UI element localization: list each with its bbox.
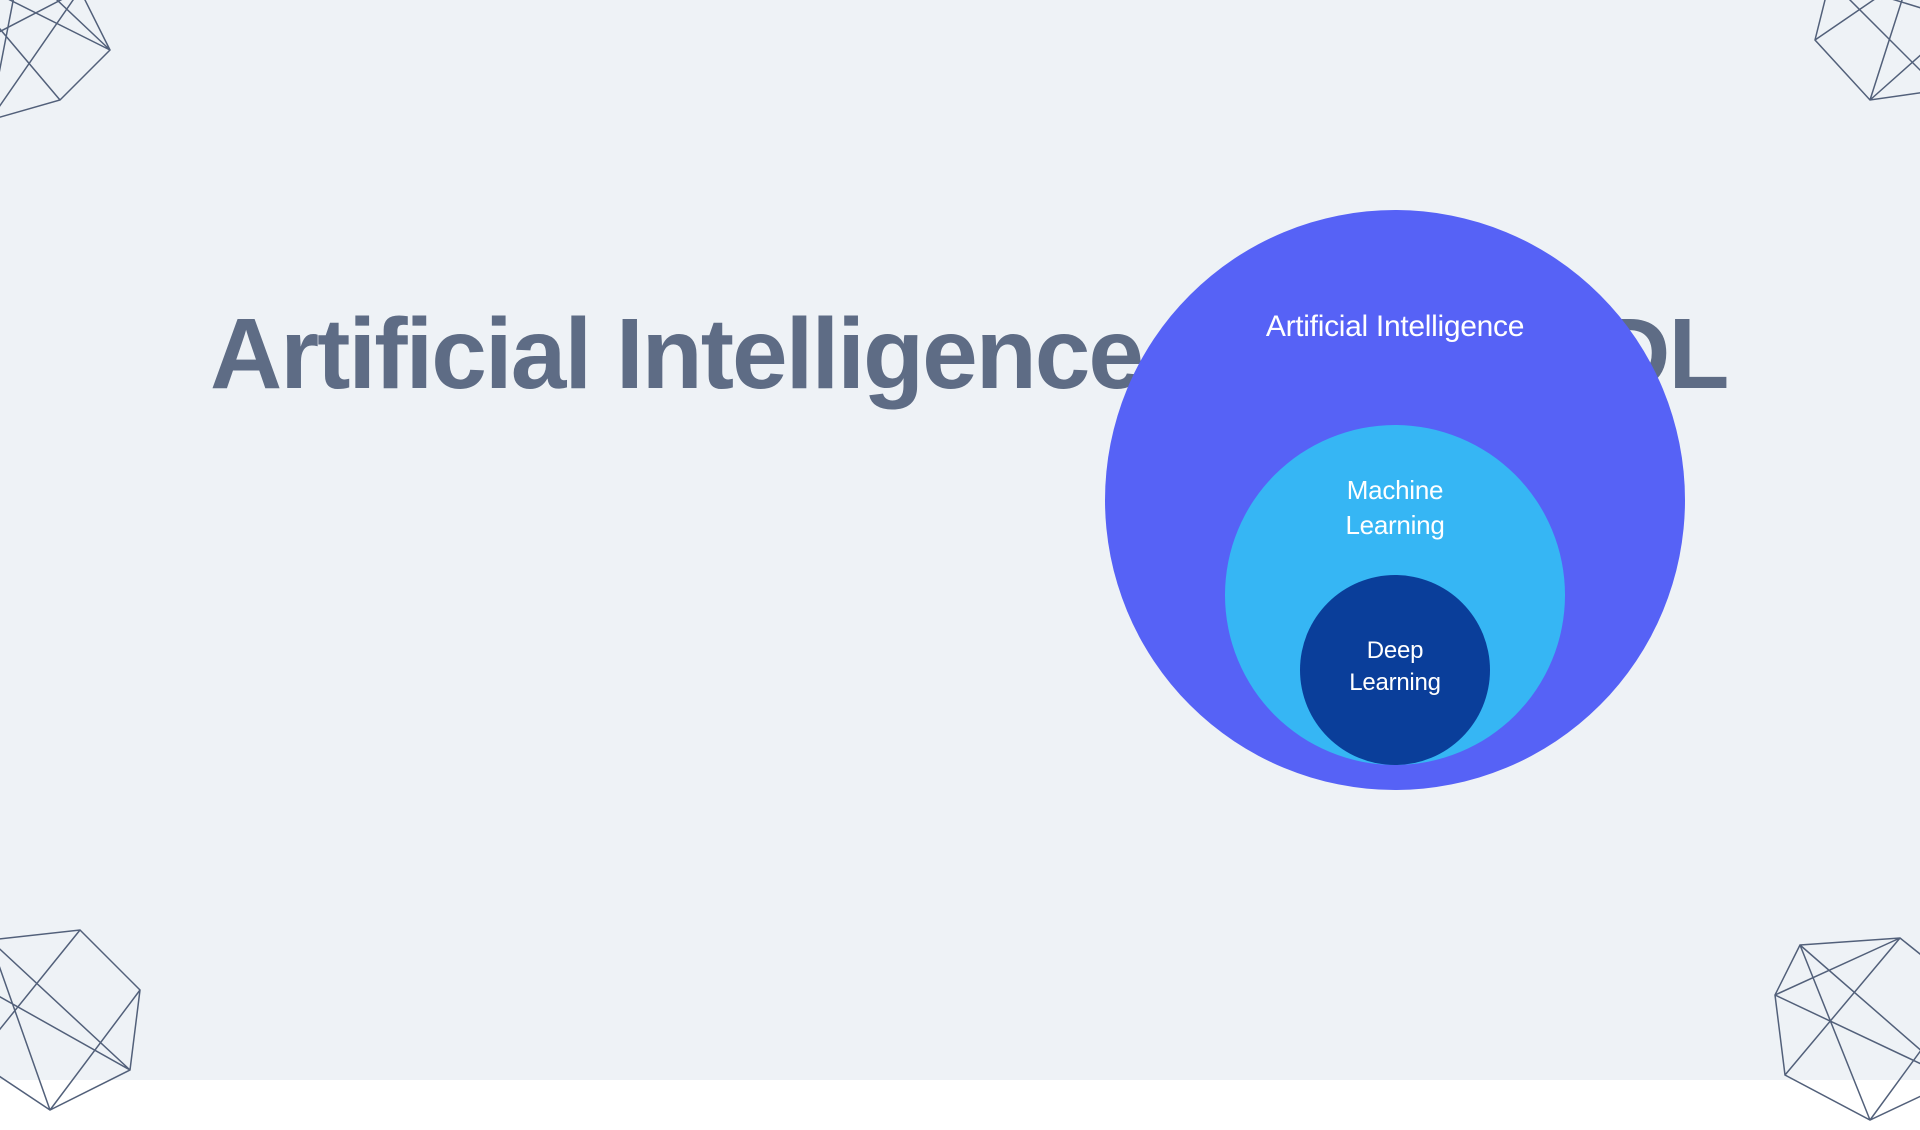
circle-dl: DeepLearning — [1300, 575, 1490, 765]
circle-dl-label: DeepLearning — [1300, 635, 1490, 700]
circle-ai-label: Artificial Intelligence — [1105, 310, 1685, 344]
slide-content: Artificial Intelligence vs ML vs DL Arti… — [0, 0, 1920, 1080]
circle-ml-label: MachineLearning — [1225, 473, 1565, 543]
nested-circles-diagram: Artificial Intelligence MachineLearning … — [1105, 210, 1685, 790]
